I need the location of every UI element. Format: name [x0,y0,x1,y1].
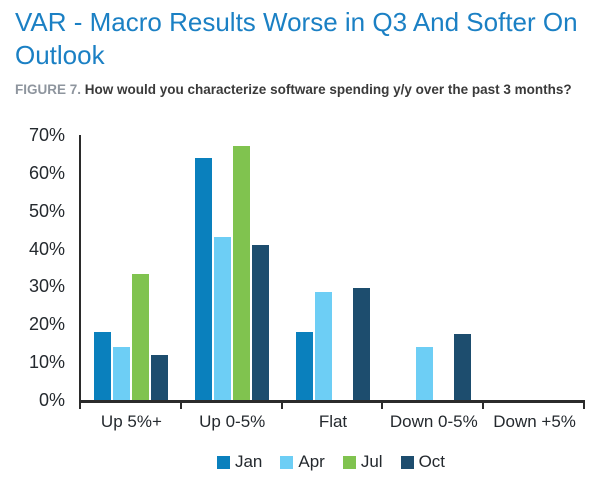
y-axis-tick-label: 30% [28,276,65,297]
bar-jul-1 [233,146,251,400]
x-axis-tick-mark [79,403,81,409]
legend-label: Apr [298,452,325,471]
bar-apr-2 [314,292,332,400]
x-axis-ticks [79,403,585,410]
legend-label: Jul [360,452,383,471]
chart-legend: Jan Apr Jul Oct [79,452,583,472]
bar-apr-3 [415,347,433,400]
bar-apr-1 [214,237,232,400]
legend-swatch-icon [216,455,230,469]
x-axis-labels: Up 5%+ Up 0-5% Flat Down 0-5% Down +5% [81,412,585,432]
x-axis-label: Up 5%+ [100,412,162,431]
x-axis-tick-mark [280,403,283,409]
x-axis-tick-mark [179,403,182,409]
y-axis-labels: 0% 10% 20% 30% 40% 50% 60% 70% [0,125,65,410]
legend-swatch-icon [342,455,356,469]
legend-item-jul: Jul [342,452,383,472]
page-title: VAR - Macro Results Worse in Q3 And Soft… [15,7,578,70]
bar-group-up-5- [81,135,182,400]
x-axis-label: Down +5% [493,412,576,431]
y-axis-tick-label: 0% [38,390,65,410]
x-axis-label: Flat [318,412,348,431]
bar-jan-1 [195,157,213,400]
figure-question: How would you characterize software spen… [84,82,572,97]
x-axis-label: Down 0-5% [389,412,478,431]
figure-caption: FIGURE 7. How would you characterize sof… [15,82,590,97]
legend-item-jan: Jan [216,452,263,472]
y-axis-tick-label: 40% [28,238,65,259]
bar-group-flat [283,135,384,400]
y-axis-tick-label: 70% [28,125,65,145]
bar-group-down-5- [484,135,585,400]
legend-item-oct: Oct [400,452,446,472]
legend-label: Oct [418,452,446,471]
bar-oct-1 [252,244,270,400]
bar-jan-0 [94,331,112,400]
legend-swatch-icon [280,455,294,469]
x-axis-label: Up 0-5% [199,412,266,431]
legend-swatch-icon [400,455,414,469]
bar-oct-3 [453,333,471,400]
x-axis-tick-mark [583,403,585,409]
y-axis-tick-label: 50% [28,200,65,221]
y-axis-tick-label: 60% [28,162,65,183]
figure-label: FIGURE 7. [15,82,82,97]
bar-jan-2 [295,331,313,400]
plot-area [79,135,585,403]
y-axis-tick-label: 20% [28,314,65,335]
bar-apr-0 [113,347,131,400]
bar-group-down-0-5- [383,135,484,400]
legend-item-apr: Apr [280,452,325,472]
bar-group-up-0-5- [182,135,283,400]
bar-jul-0 [132,273,150,400]
x-axis-tick-mark [381,403,384,409]
bar-oct-2 [352,288,370,400]
y-axis-tick-label: 10% [28,352,65,373]
legend-label: Jan [234,452,263,471]
bar-oct-0 [151,354,169,400]
x-axis-tick-mark [482,403,485,409]
